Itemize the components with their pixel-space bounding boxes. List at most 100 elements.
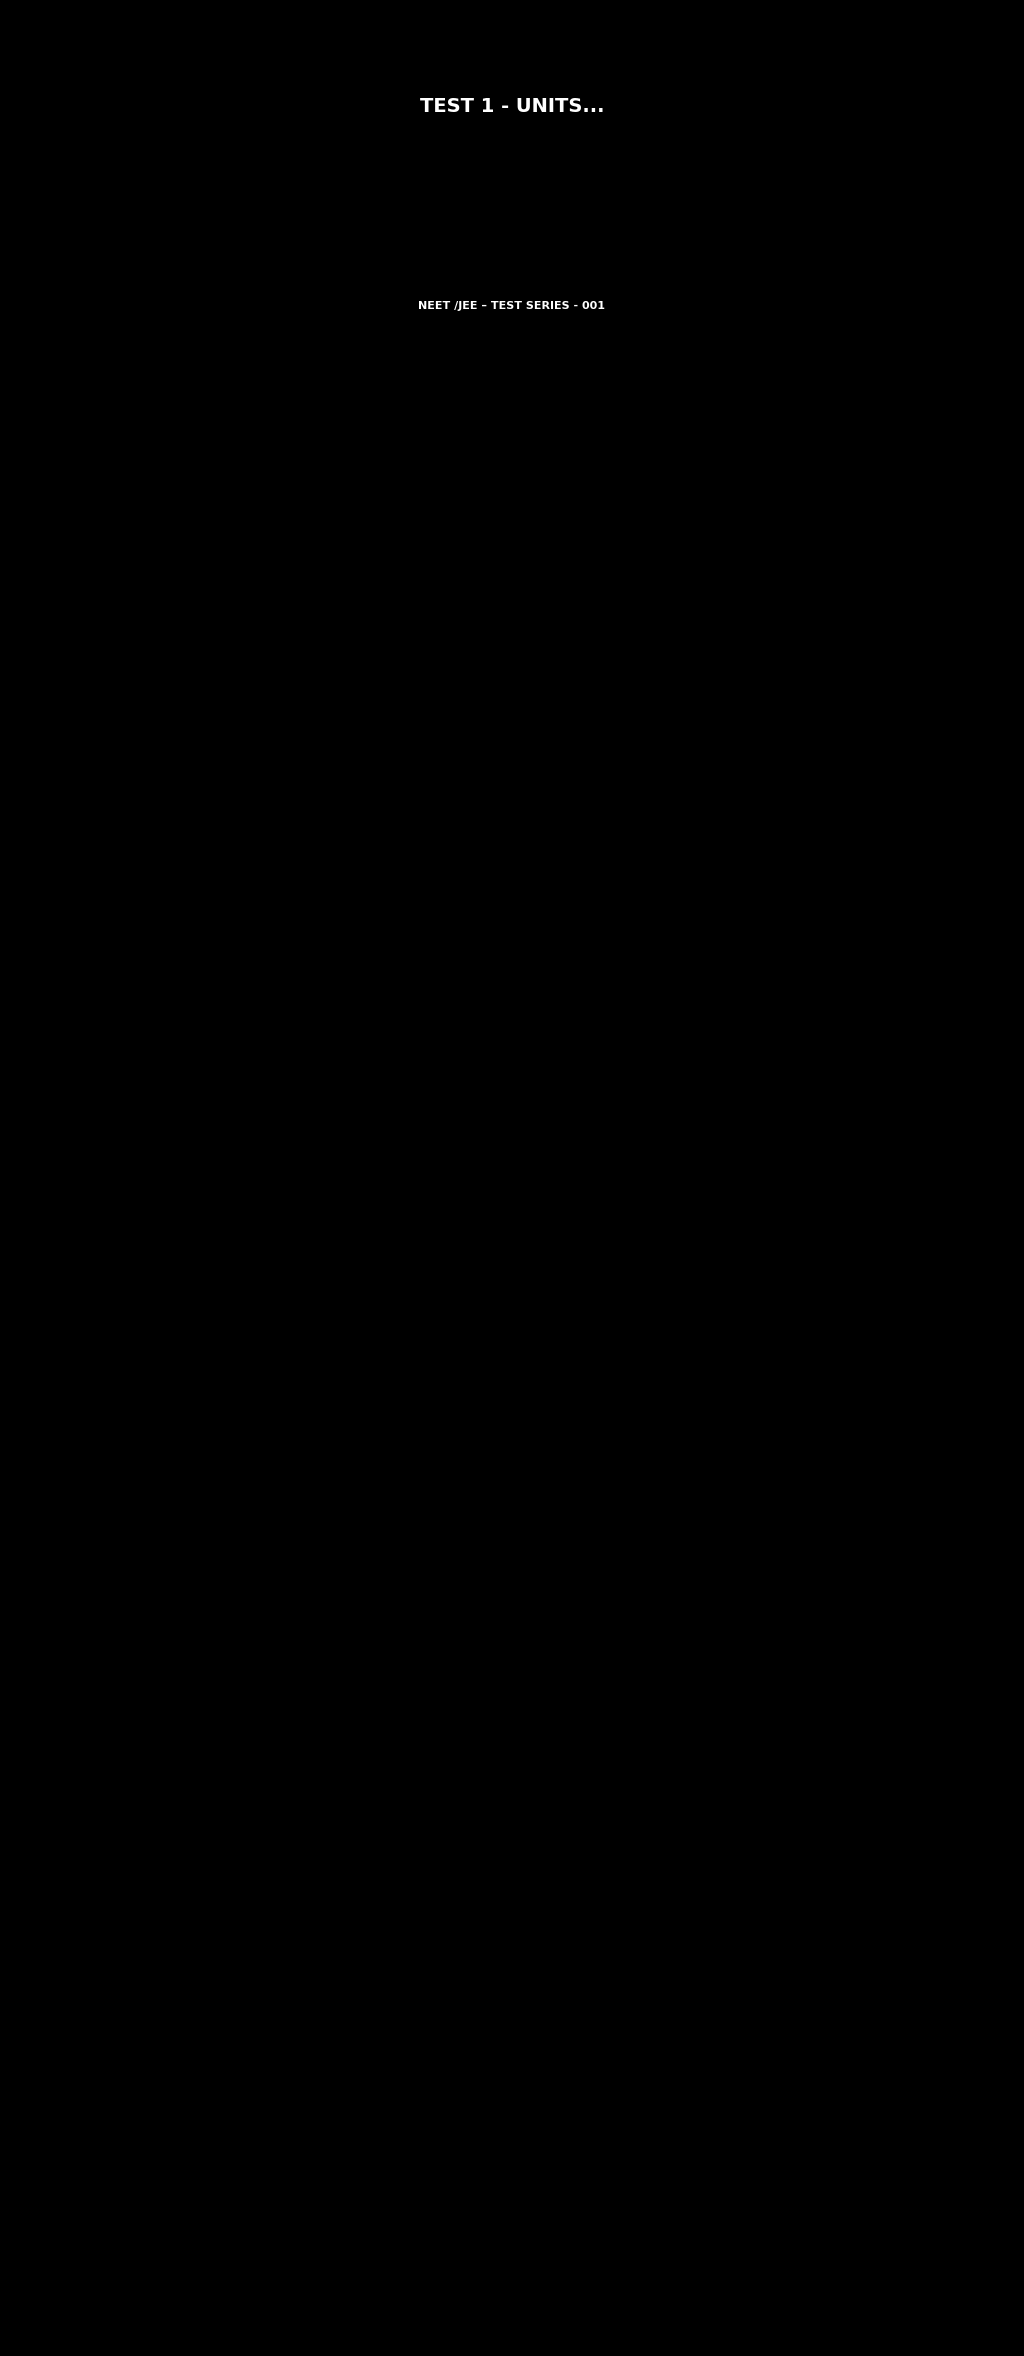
Text: The equivalent energy for 1000 erg in the new system will be: The equivalent energy for 1000 erg in th… xyxy=(89,615,396,624)
Text: D.  power: D. power xyxy=(774,542,823,551)
Text: 6.: 6. xyxy=(55,869,66,879)
Text: C.  [M²L²T⁻¹]: C. [M²L²T⁻¹] xyxy=(561,1404,623,1414)
Text: C.  2 x 10⁶: C. 2 x 10⁶ xyxy=(561,646,612,657)
Text: D.  6.1%: D. 6.1% xyxy=(774,829,817,839)
Text: B.  mass: B. mass xyxy=(328,542,371,551)
Text: TEST 1 - UNITS...: TEST 1 - UNITS... xyxy=(420,97,604,115)
Text: B.  [M⁰L⁻¹T⁻¹]: B. [M⁰L⁻¹T⁻¹] xyxy=(328,1477,394,1487)
Text: Marks: 60: Marks: 60 xyxy=(55,358,113,370)
Text: A.  A screw gauge having 50 divisions on circular scale and pitch 1 mm: A. A screw gauge having 50 divisions on … xyxy=(92,1654,441,1663)
Text: PHYSICS: PHYSICS xyxy=(486,358,538,370)
Text: A.  0.02mm: A. 0.02mm xyxy=(94,933,152,945)
Text: C.  [M⁰L²T⁻¹]: C. [M⁰L²T⁻¹] xyxy=(561,1298,623,1310)
Text: 11.: 11. xyxy=(55,1338,73,1348)
Text: If E and G denote energy and gravitational constant, then E/G has the dimensions: If E and G denote energy and gravitation… xyxy=(92,1444,514,1454)
Text: 14.: 14. xyxy=(55,1621,73,1630)
Text: The error in the measurement of length of simple pendulum is 0.1% and the error : The error in the measurement of length o… xyxy=(89,763,529,775)
Text: D.  0.00177: D. 0.00177 xyxy=(774,1079,834,1088)
Text: C.  5,5,2: C. 5,5,2 xyxy=(561,431,603,441)
Text: 2lc: 2lc xyxy=(821,466,837,476)
Text: The respective number of significant figures for the number 23.023, 0.0003 and 2: The respective number of significant fig… xyxy=(89,398,602,410)
Text: D.  (8±0.67) m/s: D. (8±0.67) m/s xyxy=(774,1006,857,1015)
Text: B.  0.05mm: B. 0.05mm xyxy=(328,933,385,945)
Text: B.  [M⁰L²T⁻³]: B. [M⁰L²T⁻³] xyxy=(328,1404,389,1414)
Text: coincides with 16 divisions on main scale, then the least count will be: coincides with 16 divisions on main scal… xyxy=(89,902,438,912)
Text: The length, breadth and thickness of a rectangular lamina are 1.024 m, 0.56 m an: The length, breadth and thickness of a r… xyxy=(89,1046,666,1058)
Text: B.  900: B. 900 xyxy=(328,646,364,657)
Text: In determining viscosity η by the equation η =: In determining viscosity η by the equati… xyxy=(89,686,322,697)
Text: c: c xyxy=(181,1239,186,1249)
Text: Force acting on a particle is 5 N. If units of length and time are doubled and u: Force acting on a particle is 5 N. If un… xyxy=(92,1826,506,1838)
Text: A.  Angle: A. Angle xyxy=(94,542,139,551)
Text: has the: has the xyxy=(884,471,921,481)
Text: If a has dimensions of length, t is time k and q are constants, find the dimensi: If a has dimensions of length, t is time… xyxy=(92,1190,662,1202)
Text: C.  length: C. length xyxy=(561,542,609,551)
Text: 8νl: 8νl xyxy=(474,697,488,707)
Text: πPr⁴: πPr⁴ xyxy=(472,681,493,690)
Text: D.  a = √bd/c: D. a = √bd/c xyxy=(774,1581,841,1590)
Text: A.  [M⁰LT⁻¹]: A. [M⁰LT⁻¹] xyxy=(94,1298,151,1310)
Text: 12.: 12. xyxy=(55,1444,73,1454)
Text: C.  5/4: C. 5/4 xyxy=(561,1892,594,1901)
Text: D.  300: D. 300 xyxy=(774,646,812,657)
Text: time period is 2%. The possible maximum error is the quantity having dimensional: time period is 2%. The possible maximum … xyxy=(89,796,589,806)
Text: The Vernier calliper has 1 mm marks on the main scale. If 20 divisions of Vernie: The Vernier calliper has 1 mm marks on t… xyxy=(89,869,521,879)
Text: LEARN Fi6: LEARN Fi6 xyxy=(424,233,600,262)
Text: If the units of mass, time and length are 100 g, 1 minute and 20 cm respectively: If the units of mass, time and length ar… xyxy=(89,582,495,591)
Text: Which of the following is less accurate?: Which of the following is less accurate? xyxy=(89,1119,287,1129)
Text: B.  b = adc: B. b = adc xyxy=(328,1581,383,1590)
Text: If η is the rigidity modulus, r is the radius, is the length and c is the moment: If η is the rigidity modulus, r is the r… xyxy=(89,471,500,481)
Text: B.  5,1,5: B. 5,1,5 xyxy=(328,431,370,441)
Text: mass is halved then find the numerical value of force in the new system of units: mass is halved then find the numerical v… xyxy=(92,1859,497,1868)
Text: = t.: = t. xyxy=(240,1227,258,1237)
Text: A.  1.1%: A. 1.1% xyxy=(94,829,135,839)
Text: C.  1.01: C. 1.01 xyxy=(561,1150,600,1162)
Text: 4.: 4. xyxy=(55,686,66,697)
Text: B.  A meter scale: B. A meter scale xyxy=(92,1685,177,1696)
Text: 2(a−kq2): 2(a−kq2) xyxy=(157,1223,204,1232)
Text: A.  5,1,2: A. 5,1,2 xyxy=(94,431,136,441)
Text: 1.: 1. xyxy=(55,398,66,410)
Text: D.  [M⁰L²T⁻³]: D. [M⁰L²T⁻³] xyxy=(774,1404,838,1414)
Text: D.  l: D. l xyxy=(774,723,796,735)
Text: A.  (8±1.04) m/s: A. (8±1.04) m/s xyxy=(94,1006,175,1015)
Text: D.  A screw gauge having 100 divisions on circular scale and pitch 1 mm: D. A screw gauge having 100 divisions on… xyxy=(92,1783,449,1793)
Text: C.  v: C. v xyxy=(561,723,584,735)
Text: B.  1.77 x 10⁻³: B. 1.77 x 10⁻³ xyxy=(328,1079,400,1088)
Text: D.  [M⁰L⁻²T⁻³]: D. [M⁰L⁻²T⁻³] xyxy=(774,1477,843,1487)
Text: 7.: 7. xyxy=(55,973,66,985)
Text: B.  2.1%: B. 2.1% xyxy=(328,829,370,839)
Text: D.  3/2: D. 3/2 xyxy=(774,1892,809,1901)
Text: B.  41: B. 41 xyxy=(328,1150,357,1162)
Text: 2.: 2. xyxy=(55,471,66,481)
Text: The amount of solar energy received on earth’s surface per unit area per unit ti: The amount of solar energy received on e… xyxy=(92,1338,517,1348)
Text: A.  90: A. 90 xyxy=(94,646,124,657)
Text: D.  4,4,2: D. 4,4,2 xyxy=(774,431,818,441)
Text: A student measured the length of a rod and wrote it as 3.50 cm. Which instrument: A student measured the length of a rod a… xyxy=(92,1621,642,1630)
Text: B.  (8±1.0) m/s: B. (8±1.0) m/s xyxy=(328,1006,402,1015)
Text: B.  r: B. r xyxy=(328,723,349,735)
Text: D.  0.2mm: D. 0.2mm xyxy=(774,933,827,945)
Text: 15.: 15. xyxy=(55,1826,73,1838)
Text: A.  [ML²T⁻³]: A. [ML²T⁻³] xyxy=(94,1404,152,1414)
Text: 3.: 3. xyxy=(55,582,66,591)
Text: πηr⁴: πηr⁴ xyxy=(818,483,839,492)
Text: A.  [M²L⁻¹T⁻²]: A. [M²L⁻¹T⁻²] xyxy=(94,1477,161,1487)
Text: C.  c² = (a + c)bd: C. c² = (a + c)bd xyxy=(561,1581,647,1590)
Text: which of the quantities must be measured more accurately?: which of the quantities must be measured… xyxy=(528,686,829,697)
Text: A.  9.27: A. 9.27 xyxy=(94,1150,133,1162)
Text: If a, b, c and d are different physical quantities with different dimensions, wh: If a, b, c and d are different physical … xyxy=(92,1515,505,1527)
Text: 9.: 9. xyxy=(55,1119,66,1129)
Text: the following expression is not possible?: the following expression is not possible… xyxy=(92,1548,293,1557)
Text: C.  4.1%: C. 4.1% xyxy=(561,829,603,839)
Text: NEET /JEE – TEST SERIES - 001: NEET /JEE – TEST SERIES - 001 xyxy=(419,302,605,311)
Text: B.  [M⁰LT⁻¹]¹ᐟ²: B. [M⁰LT⁻¹]¹ᐟ² xyxy=(328,1298,396,1310)
Text: 5.: 5. xyxy=(55,763,66,775)
Text: A.  5: A. 5 xyxy=(94,1892,118,1901)
Text: B.  4/5: B. 4/5 xyxy=(328,1892,360,1901)
Text: C.  0.177 x 10⁻⁴: C. 0.177 x 10⁻⁴ xyxy=(561,1079,639,1088)
Text: 10.: 10. xyxy=(55,1190,73,1202)
Text: D.  9.00 x 10³: D. 9.00 x 10³ xyxy=(774,1150,843,1162)
Text: C.  0.1mm: C. 0.1mm xyxy=(561,933,612,945)
Text: 8.: 8. xyxy=(55,1046,66,1055)
